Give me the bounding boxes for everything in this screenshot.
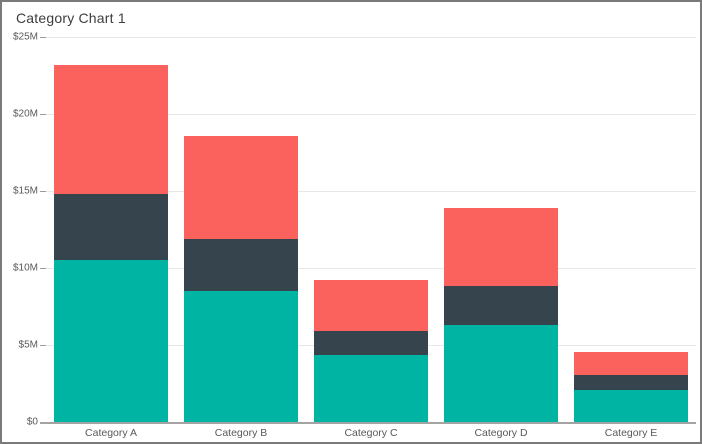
chart-title: Category Chart 1 xyxy=(16,10,126,26)
gridline xyxy=(46,114,696,115)
x-axis-category-label: Category D xyxy=(474,427,528,439)
y-axis-tick-label: $15M xyxy=(12,185,38,197)
y-axis-tick-label: $25M xyxy=(12,31,38,43)
x-axis-labels: Category A Category B Category C Category D… xyxy=(46,427,696,439)
plot-area: $25M $20M $15M $10M $5M $0 xyxy=(13,32,696,428)
x-axis-category-label: Category C xyxy=(344,427,398,439)
x-axis-line xyxy=(40,422,696,424)
bar-segment-teal-bottom-series[interactable] xyxy=(314,355,428,422)
stacked-bar-category-d[interactable] xyxy=(444,207,558,422)
x-axis-category-label: Category E xyxy=(604,427,658,439)
bar-segment-dark-middle-series[interactable] xyxy=(444,286,558,325)
x-axis-category-label: Category A xyxy=(85,427,137,439)
bars-layer xyxy=(46,37,696,422)
bar-segment-coral-top-series[interactable] xyxy=(574,351,688,376)
bar-band-category-e xyxy=(566,37,696,422)
y-axis-tick xyxy=(40,268,46,269)
y-axis-tick-label: $20M xyxy=(12,108,38,120)
y-axis-tick xyxy=(40,114,46,115)
stacked-bar-category-b[interactable] xyxy=(184,135,298,422)
bar-segment-teal-bottom-series[interactable] xyxy=(184,291,298,422)
stacked-bar-category-c[interactable] xyxy=(314,280,428,422)
bar-segment-teal-bottom-series[interactable] xyxy=(54,260,168,422)
bar-segment-dark-middle-series[interactable] xyxy=(54,194,168,261)
y-axis-tick-label: $10M xyxy=(12,262,38,274)
y-axis-tick xyxy=(40,191,46,192)
bar-band-category-d xyxy=(436,37,566,422)
bar-segment-coral-top-series[interactable] xyxy=(444,207,558,287)
stacked-bar-category-a[interactable] xyxy=(54,64,168,422)
bar-segment-coral-top-series[interactable] xyxy=(314,280,428,332)
bar-segment-teal-bottom-series[interactable] xyxy=(444,324,558,422)
y-axis-tick xyxy=(40,345,46,346)
bar-band-category-c xyxy=(306,37,436,422)
bar-segment-coral-top-series[interactable] xyxy=(184,135,298,239)
bar-segment-teal-bottom-series[interactable] xyxy=(574,389,688,422)
x-axis-category-label: Category B xyxy=(214,427,268,439)
bar-segment-dark-middle-series[interactable] xyxy=(184,238,298,292)
bar-segment-dark-middle-series[interactable] xyxy=(314,331,428,356)
bar-segment-coral-top-series[interactable] xyxy=(54,64,168,195)
gridline xyxy=(46,37,696,38)
bar-band-category-a xyxy=(46,37,176,422)
gridline xyxy=(46,268,696,269)
bar-segment-dark-middle-series[interactable] xyxy=(574,375,688,390)
bar-band-category-b xyxy=(176,37,306,422)
stacked-bar-category-e[interactable] xyxy=(574,351,688,422)
y-axis-tick-label: $5M xyxy=(18,339,38,351)
y-axis-tick-label: $0 xyxy=(26,416,38,428)
y-axis-tick xyxy=(40,37,46,38)
gridline xyxy=(46,191,696,192)
